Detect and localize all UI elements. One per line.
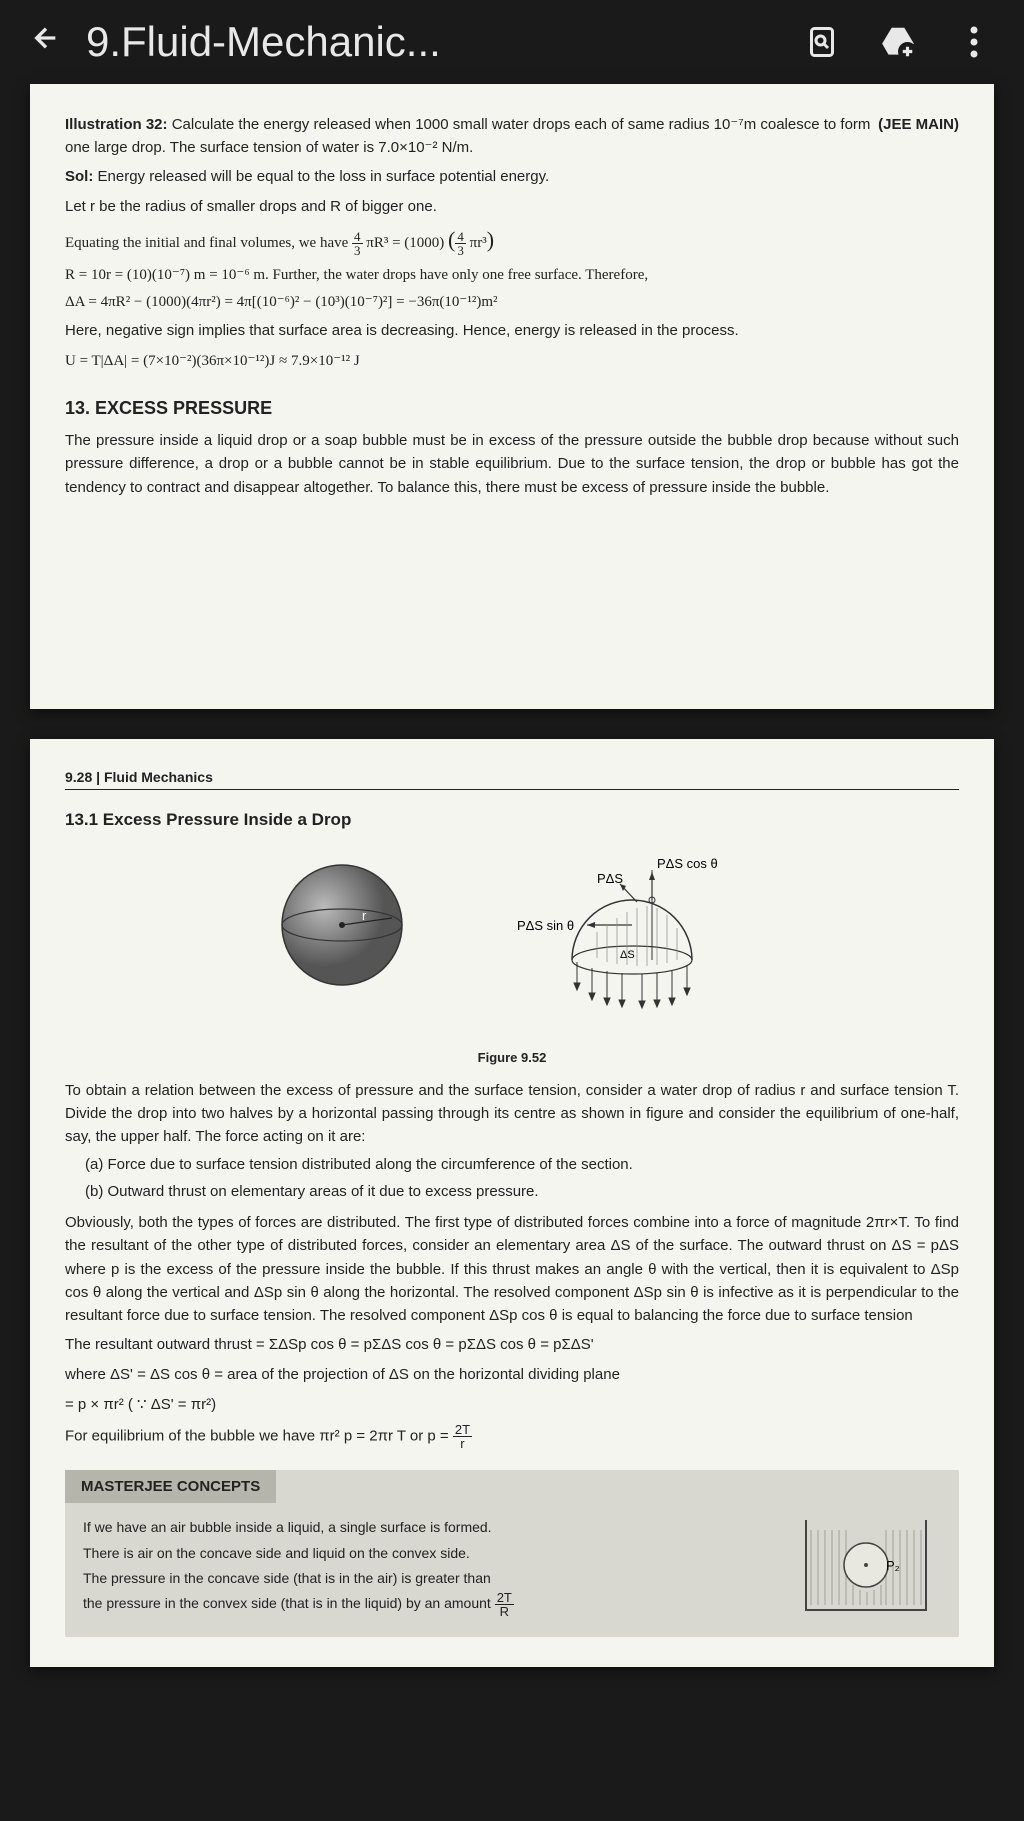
solution-note: Here, negative sign implies that surface… (65, 319, 959, 343)
figure-caption: Figure 9.52 (65, 1050, 959, 1065)
topbar-actions (802, 22, 994, 62)
masterjee-body: If we have an air bubble inside a liquid… (65, 1503, 959, 1637)
mj-line-4: the pressure in the convex side (that is… (83, 1591, 771, 1618)
mj-line-2: There is air on the concave side and liq… (83, 1541, 771, 1566)
back-button[interactable] (30, 21, 62, 63)
eq-equilibrium: For equilibrium of the bubble we have πr… (65, 1423, 959, 1450)
pds-label: PΔS (597, 871, 623, 886)
section-13-para: The pressure inside a liquid drop or a s… (65, 429, 959, 499)
search-button[interactable] (802, 22, 842, 62)
energy-equation: U = T|ΔA| = (7×10⁻²)(36π×10⁻¹²)J ≈ 7.9×1… (65, 351, 959, 370)
page-header-9-28: 9.28 | Fluid Mechanics (65, 769, 959, 790)
drive-plus-icon (879, 23, 917, 61)
eq-projection: where ΔS' = ΔS cos θ = area of the proje… (65, 1363, 959, 1387)
masterjee-concepts-box: MASTERJEE CONCEPTS If we have an air bub… (65, 1470, 959, 1637)
bubble-in-liquid-diagram: P₂ (791, 1515, 941, 1625)
fraction-2t-R: 2T R (495, 1591, 514, 1618)
exam-tag: (JEE MAIN) (878, 114, 959, 137)
fraction-2t-r: 2T r (453, 1423, 472, 1450)
eq-suffix: πr³ (470, 235, 487, 251)
figure-9-52: r PΔS cos θ PΔS PΔS sin θ ΔS (65, 850, 959, 1030)
pds-sin-label: PΔS sin θ (517, 918, 574, 933)
radius-label: r (362, 908, 367, 923)
more-menu-button[interactable] (954, 22, 994, 62)
eq-mid: πR³ = (1000) (366, 235, 444, 251)
eq-area: = p × πr² ( ∵ ΔS' = πr²) (65, 1393, 959, 1417)
p2-label: P₂ (886, 1558, 900, 1573)
area-equation: ΔA = 4πR² − (1000)(4πr²) = 4π[(10⁻⁶)² − … (65, 292, 959, 311)
eq-resultant: The resultant outward thrust = ΣΔSp cos … (65, 1333, 959, 1357)
illustration-label: Illustration 32: (65, 116, 168, 133)
document-title: 9.Fluid-Mechanic... (86, 18, 778, 66)
mj-line-1: If we have an air bubble inside a liquid… (83, 1515, 771, 1540)
fraction-4-3-a: 43 (352, 230, 363, 257)
drive-add-button[interactable] (878, 22, 918, 62)
list-item-b: (b) Outward thrust on elementary areas o… (65, 1180, 959, 1203)
subsection-13-1-heading: 13.1 Excess Pressure Inside a Drop (65, 810, 959, 830)
solution-intro: Energy released will be equal to the los… (98, 168, 550, 185)
para-intro: To obtain a relation between the excess … (65, 1079, 959, 1149)
eq-prefix: Equating the initial and final volumes, … (65, 235, 352, 251)
sphere-diagram: r (262, 850, 422, 1000)
radius-equation: R = 10r = (10)(10⁻⁷) m = 10⁻⁶ m. Further… (65, 265, 959, 284)
app-topbar: 9.Fluid-Mechanic... (0, 0, 1024, 84)
masterjee-text: If we have an air bubble inside a liquid… (83, 1515, 771, 1625)
list-item-a: (a) Force due to surface tension distrib… (65, 1153, 959, 1176)
masterjee-header: MASTERJEE CONCEPTS (65, 1470, 276, 1503)
arrow-left-icon (30, 22, 62, 54)
pds-cos-label: PΔS cos θ (657, 856, 718, 871)
fraction-4-3-b: 43 (455, 230, 466, 257)
illustration-block: (JEE MAIN) Illustration 32: Calculate th… (65, 114, 959, 159)
document-page-2: 9.28 | Fluid Mechanics 13.1 Excess Press… (30, 739, 994, 1668)
eq-equilibrium-text: For equilibrium of the bubble we have πr… (65, 1428, 453, 1445)
solution-label: Sol: (65, 168, 93, 185)
para-derivation: Obviously, both the types of forces are … (65, 1211, 959, 1327)
section-13-heading: 13. EXCESS PRESSURE (65, 398, 959, 419)
solution-line-1: Let r be the radius of smaller drops and… (65, 195, 959, 219)
hemisphere-force-diagram: PΔS cos θ PΔS PΔS sin θ ΔS (502, 850, 762, 1030)
solution-block: Sol: Energy released will be equal to th… (65, 165, 959, 189)
mj-line-3: The pressure in the concave side (that i… (83, 1566, 771, 1591)
document-page-1: (JEE MAIN) Illustration 32: Calculate th… (30, 84, 994, 709)
illustration-text: Calculate the energy released when 1000 … (65, 116, 870, 156)
kebab-menu-icon (970, 26, 978, 58)
volume-equation: Equating the initial and final volumes, … (65, 227, 959, 257)
find-in-page-icon (804, 24, 840, 60)
